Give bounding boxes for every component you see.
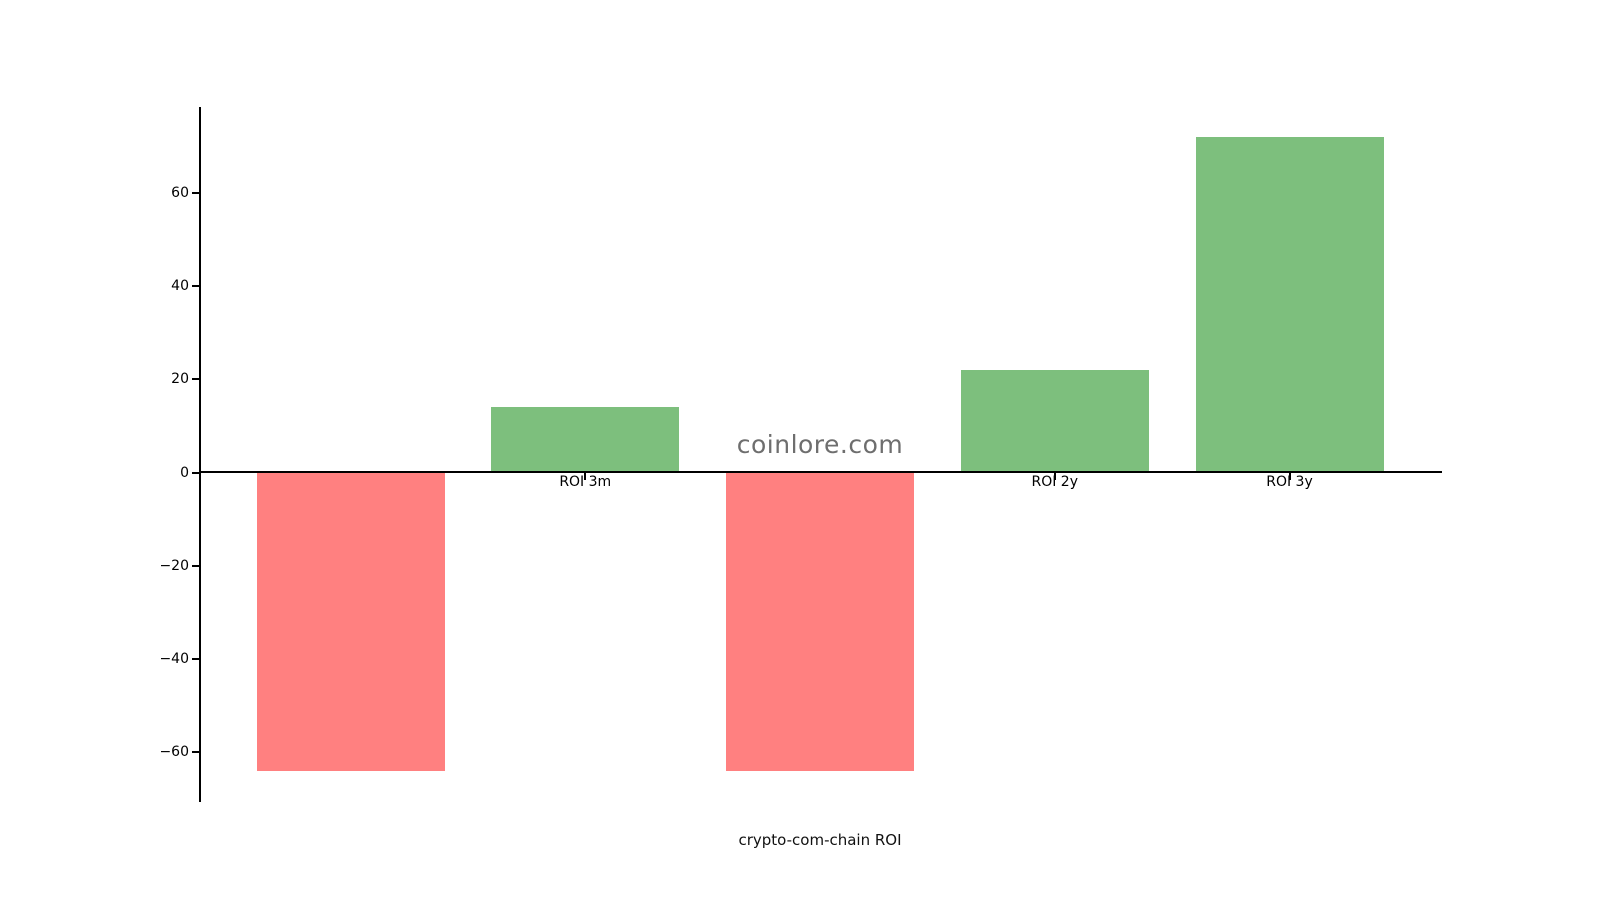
y-tick-mark [192,284,199,287]
x-tick-mark [1053,473,1056,480]
y-tick-mark [192,751,199,754]
chart-xlabel: crypto-com-chain ROI [738,831,902,849]
chart-bar-roi-2y [960,369,1149,473]
y-tick-mark [192,191,199,194]
y-tick-label: −60 [159,744,189,761]
chart-bar-unlabeled-0 [256,472,445,772]
x-axis-zero-line [199,471,1442,473]
y-tick-label: −40 [159,651,189,668]
x-tick-label: ROI 3y [1266,474,1313,490]
y-tick-mark [192,658,199,661]
y-tick-mark [192,471,199,474]
x-tick-mark [584,473,587,480]
chart-bar-roi-3m [491,407,680,473]
y-tick-label: 0 [180,464,189,481]
y-tick-label: 40 [171,277,189,294]
y-tick-label: −20 [159,557,189,574]
x-tick-mark [1288,473,1291,480]
chart-bar-unlabeled-2 [726,472,914,772]
y-axis-line [199,107,201,802]
chart-bar-roi-3y [1195,136,1384,473]
y-tick-label: 60 [171,184,189,201]
watermark-text: coinlore.com [736,430,904,459]
x-tick-label: ROI 3m [559,474,612,490]
y-tick-mark [192,378,199,381]
y-tick-label: 20 [171,371,189,388]
x-tick-label: ROI 2y [1031,474,1079,490]
y-tick-mark [192,564,199,567]
